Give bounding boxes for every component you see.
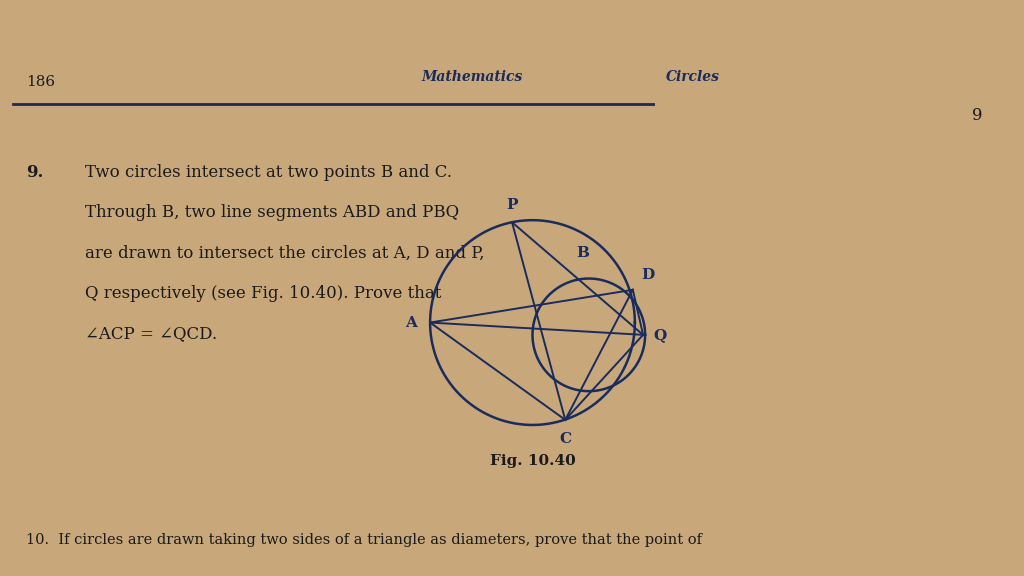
Text: ∠ACP = ∠QCD.: ∠ACP = ∠QCD. bbox=[85, 325, 217, 343]
Text: Q respectively (see Fig. 10.40). Prove that: Q respectively (see Fig. 10.40). Prove t… bbox=[85, 285, 441, 302]
Text: D: D bbox=[641, 268, 654, 282]
Text: Two circles intersect at two points B and C.: Two circles intersect at two points B an… bbox=[85, 164, 453, 181]
Text: 186: 186 bbox=[27, 75, 55, 89]
Text: Fig. 10.40: Fig. 10.40 bbox=[489, 454, 575, 468]
Text: P: P bbox=[506, 198, 518, 212]
Text: are drawn to intersect the circles at A, D and P,: are drawn to intersect the circles at A,… bbox=[85, 245, 484, 262]
Text: Through B, two line segments ABD and PBQ: Through B, two line segments ABD and PBQ bbox=[85, 204, 460, 222]
Text: 10.  If circles are drawn taking two sides of a triangle as diameters, prove tha: 10. If circles are drawn taking two side… bbox=[27, 533, 702, 547]
Text: Mathematics: Mathematics bbox=[421, 70, 522, 84]
Text: B: B bbox=[577, 246, 590, 260]
Text: Circles: Circles bbox=[666, 70, 720, 84]
Text: A: A bbox=[404, 316, 417, 329]
Text: Q: Q bbox=[653, 328, 667, 342]
Text: 9.: 9. bbox=[27, 164, 44, 181]
Text: C: C bbox=[559, 432, 571, 446]
Text: 9: 9 bbox=[972, 107, 983, 124]
